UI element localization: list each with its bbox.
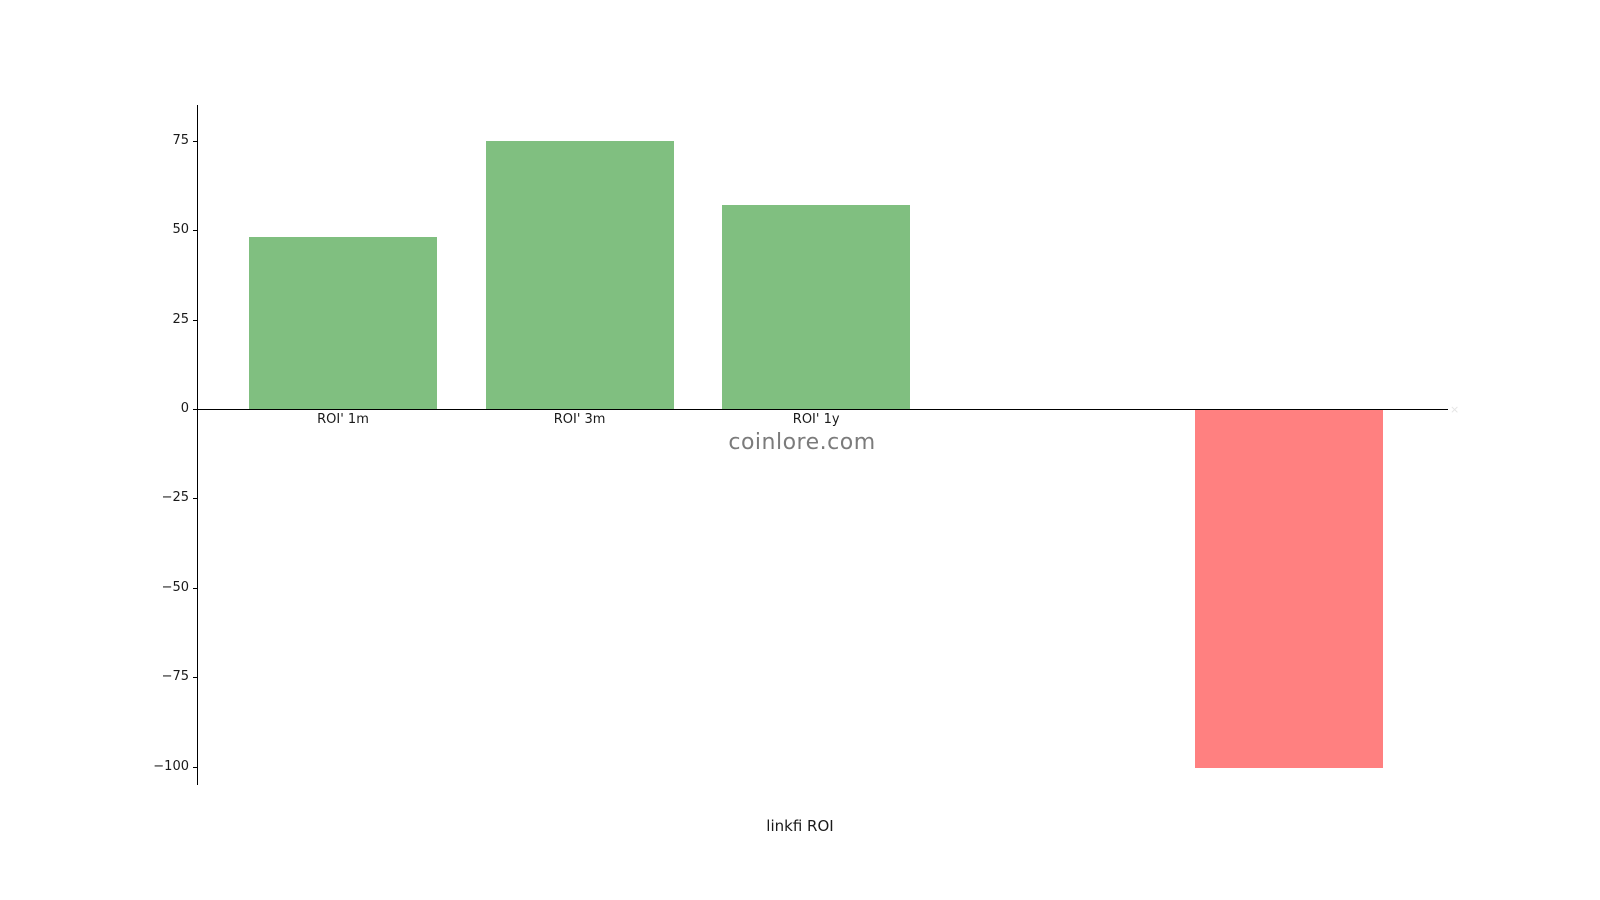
- bar-unlabeled-4: [1195, 410, 1384, 768]
- y-tick-mark-25: [193, 319, 197, 321]
- y-tick-label-75: −75: [161, 669, 189, 685]
- y-tick-label-50: 50: [172, 222, 189, 238]
- x-axis-line: [197, 409, 1448, 410]
- y-tick-label-100: −100: [153, 758, 189, 774]
- y-tick-mark-50: [193, 230, 197, 232]
- y-tick-label-25: 25: [172, 311, 189, 327]
- y-tick-mark-75: [193, 140, 197, 142]
- watermark-text: coinlore.com: [728, 430, 876, 455]
- x-tick-label-roi-1y: ROI' 1y: [792, 412, 840, 427]
- bar-roi-3m: [485, 140, 674, 409]
- x-tick-label-roi-1m: ROI' 1m: [317, 412, 369, 427]
- y-tick-label-50: −50: [161, 579, 189, 595]
- y-tick-mark-25: [193, 498, 197, 500]
- bar-roi-1y: [722, 205, 911, 409]
- axis-end-artifact: ×: [1450, 403, 1460, 416]
- x-tick-label-roi-3m: ROI' 3m: [553, 412, 606, 427]
- y-axis-line: [197, 105, 198, 785]
- bar-roi-1m: [249, 237, 437, 409]
- y-tick-label-25: −25: [161, 490, 189, 506]
- chart-title: linkfi ROI: [766, 817, 834, 835]
- y-tick-mark-75: [193, 677, 197, 679]
- y-tick-mark-0: [193, 409, 197, 410]
- y-tick-label-75: 75: [172, 132, 189, 148]
- y-tick-label-0: 0: [180, 401, 189, 416]
- y-tick-mark-50: [193, 587, 197, 589]
- y-tick-mark-100: [193, 766, 197, 768]
